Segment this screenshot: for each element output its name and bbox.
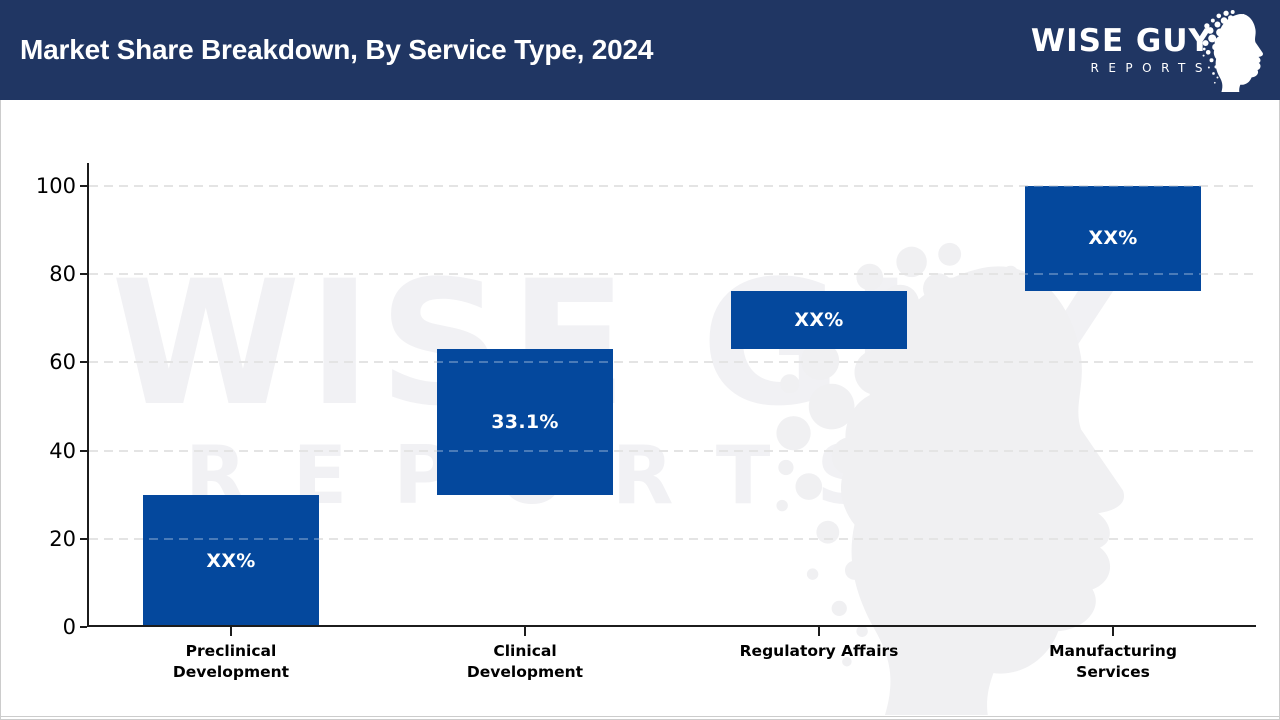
y-tick-mark-20	[80, 537, 87, 540]
y-tick-mark-80	[80, 273, 87, 276]
x-tick-label-manufacturing-services: Manufacturing Services	[993, 641, 1233, 683]
x-tick-label-line: Clinical	[493, 642, 557, 660]
bar-value-label-regulatory-affairs: XX%	[794, 308, 844, 331]
y-axis-line	[87, 163, 89, 627]
x-tick-mark-regulatory-affairs	[818, 627, 820, 636]
plot-gridlines-overlay	[1, 100, 1279, 719]
gridline-80	[89, 273, 1256, 276]
bar-value-label-clinical-development: 33.1%	[491, 410, 559, 433]
gridline-60	[89, 361, 1256, 364]
chart-area: WISE GUY REPORTS XX%33.1%XX%XX% 02040608…	[0, 100, 1280, 720]
x-tick-mark-manufacturing-services	[1112, 627, 1114, 636]
y-tick-label-40: 40	[49, 438, 76, 463]
brand-wordmark-line1: WISE GUY	[1030, 22, 1212, 59]
gridline-overlay-40	[89, 449, 1256, 452]
card-bottom-divider	[1, 716, 1280, 717]
x-tick-label-preclinical-development: Preclinical Development	[111, 641, 351, 683]
plot-bars: XX% 33.1% XX% XX%	[1, 100, 1279, 719]
gridline-overlay-60	[89, 361, 1256, 364]
x-tick-label-line: Regulatory Affairs	[739, 642, 899, 660]
bar-preclinical-development: XX%	[143, 494, 319, 627]
y-tick-label-100: 100	[35, 174, 76, 198]
y-tick-label-20: 20	[49, 526, 76, 551]
bar-regulatory-affairs: XX%	[731, 290, 907, 349]
gridline-40	[89, 449, 1256, 452]
x-tick-mark-preclinical-development	[230, 627, 232, 636]
y-tick-mark-100	[80, 185, 87, 187]
gridline-overlay-20	[89, 537, 1256, 540]
x-tick-label-line: Development	[172, 663, 290, 681]
y-tick-mark-40	[80, 449, 87, 452]
x-axis-line	[88, 625, 1256, 627]
x-tick-label-line: Services	[1076, 663, 1150, 681]
y-tick-label-0: 0	[62, 615, 76, 639]
brand-wordmark: WISE GUY REPORTS	[1031, 24, 1212, 75]
gridline-100	[89, 185, 1256, 187]
y-tick-mark-0	[80, 626, 87, 628]
y-tick-mark-60	[80, 361, 87, 364]
brand-logo: WISE GUY REPORTS	[1031, 6, 1270, 92]
x-tick-label-line: Manufacturing	[1049, 642, 1177, 660]
gridline-overlay-100	[89, 185, 1256, 187]
page-title: Market Share Breakdown, By Service Type,…	[20, 34, 654, 65]
x-tick-label-clinical-development: Clinical Development	[405, 641, 645, 683]
bar-manufacturing-services: XX%	[1025, 186, 1201, 291]
y-tick-label-60: 60	[49, 350, 76, 375]
x-tick-label-regulatory-affairs: Regulatory Affairs	[699, 641, 939, 662]
bar-clinical-development: 33.1%	[437, 348, 613, 495]
gridline-20	[89, 537, 1256, 540]
bar-value-label-preclinical-development: XX%	[206, 549, 256, 572]
gridline-overlay-80	[89, 273, 1256, 276]
x-tick-mark-clinical-development	[524, 627, 526, 636]
x-tick-label-line: Preclinical	[185, 642, 277, 660]
y-tick-label-80: 80	[49, 262, 76, 287]
header-bar: Market Share Breakdown, By Service Type,…	[0, 0, 1280, 100]
brand-wordmark-line2: REPORTS	[1090, 60, 1212, 75]
bar-value-label-manufacturing-services: XX%	[1088, 227, 1138, 250]
x-tick-label-line: Development	[466, 663, 584, 681]
plot-gridlines	[1, 100, 1279, 719]
plot-axes: 0 20 40 60 80 100 Preclinical Development Clinic…	[1, 100, 1279, 719]
